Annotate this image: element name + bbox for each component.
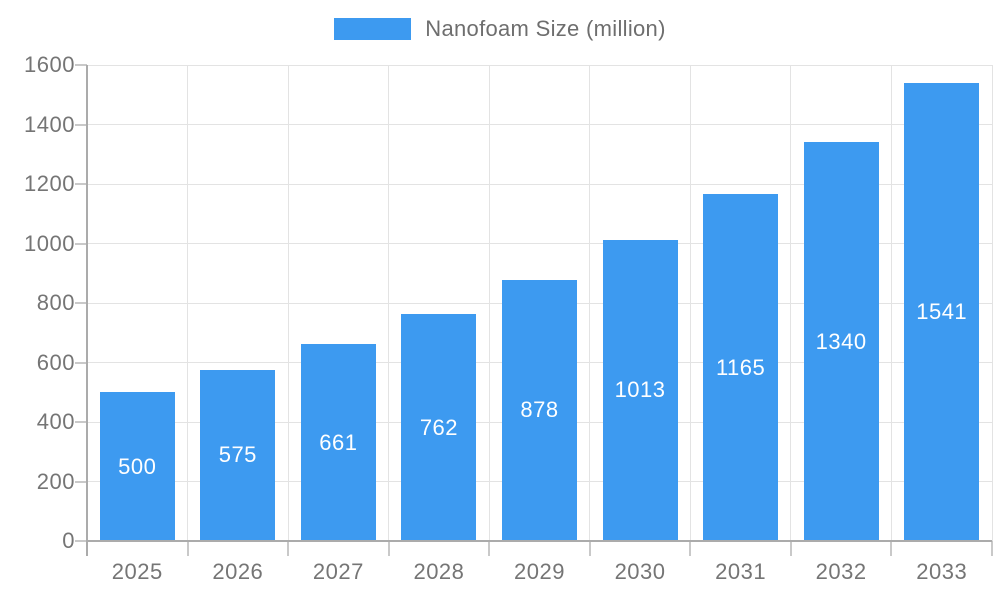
bar-value-label: 575 bbox=[218, 442, 257, 468]
bar-2027[interactable] bbox=[300, 344, 376, 541]
x-axis-label: 2028 bbox=[413, 559, 465, 584]
x-axis-tick bbox=[287, 541, 290, 556]
x-axis-label: 2029 bbox=[514, 559, 565, 584]
gridline-vertical bbox=[790, 65, 792, 541]
y-axis-label: 200 bbox=[36, 468, 75, 494]
bar-2033[interactable] bbox=[904, 82, 980, 541]
bar-value-label: 1165 bbox=[715, 354, 766, 380]
bar-2025[interactable] bbox=[99, 392, 175, 541]
bar-2028[interactable] bbox=[401, 314, 477, 541]
x-axis-tick bbox=[991, 541, 993, 556]
x-axis-label: 2026 bbox=[212, 559, 264, 584]
x-axis-tick bbox=[588, 541, 591, 556]
y-axis-tick bbox=[75, 421, 87, 423]
x-axis-tick bbox=[186, 541, 189, 556]
y-axis-label: 1600 bbox=[24, 52, 75, 77]
bar-value-label: 1013 bbox=[614, 377, 666, 403]
legend-label: Nanofoam Size (million) bbox=[425, 16, 666, 41]
bar-value-label: 500 bbox=[118, 453, 157, 479]
legend: Nanofoam Size (million) bbox=[0, 16, 1000, 42]
bar-value-label: 1340 bbox=[815, 328, 867, 354]
x-axis-label: 2032 bbox=[815, 559, 867, 584]
gridline-vertical bbox=[388, 65, 390, 541]
gridline-vertical bbox=[890, 65, 892, 541]
gridline-horizontal bbox=[87, 243, 992, 244]
bar-2032[interactable] bbox=[803, 142, 879, 541]
y-axis-label: 1400 bbox=[24, 111, 75, 137]
y-axis-tick bbox=[75, 480, 87, 483]
y-axis-tick bbox=[75, 123, 87, 126]
gridline-vertical bbox=[488, 65, 490, 541]
y-axis-label: 800 bbox=[36, 290, 75, 315]
y-axis-tick bbox=[75, 64, 87, 66]
gridline-horizontal bbox=[87, 64, 992, 66]
y-axis-label: 600 bbox=[36, 349, 75, 375]
x-axis-label: 2031 bbox=[715, 559, 767, 584]
legend-item[interactable]: Nanofoam Size (million) bbox=[334, 16, 665, 42]
bar-value-label: 1541 bbox=[916, 298, 968, 324]
y-axis-label: 400 bbox=[36, 409, 75, 434]
y-axis-tick bbox=[75, 361, 87, 364]
y-axis-tick bbox=[75, 242, 87, 245]
x-axis-tick bbox=[488, 541, 491, 556]
x-axis-tick bbox=[890, 541, 893, 556]
x-axis-tick bbox=[689, 541, 692, 556]
y-axis-label: 1000 bbox=[24, 230, 75, 256]
y-axis-tick bbox=[75, 540, 87, 542]
bar-2026[interactable] bbox=[200, 369, 276, 541]
gridline-vertical bbox=[187, 65, 189, 541]
legend-swatch-icon bbox=[334, 18, 412, 40]
gridline-vertical bbox=[991, 65, 993, 541]
x-axis-label: 2033 bbox=[916, 559, 968, 584]
y-axis-tick bbox=[75, 302, 87, 304]
bar-value-label: 878 bbox=[520, 397, 559, 423]
y-axis-line bbox=[86, 65, 88, 556]
gridline-vertical bbox=[689, 65, 691, 541]
bar-2029[interactable] bbox=[501, 279, 577, 541]
bar-2031[interactable] bbox=[703, 194, 779, 541]
x-axis-tick bbox=[789, 541, 792, 556]
y-axis-label: 0 bbox=[62, 528, 75, 553]
x-axis-label: 2027 bbox=[312, 559, 364, 584]
y-axis-tick bbox=[75, 183, 87, 185]
x-axis-label: 2025 bbox=[111, 559, 163, 584]
gridline-horizontal bbox=[87, 183, 992, 185]
x-axis-label: 2030 bbox=[614, 559, 666, 584]
gridline-vertical bbox=[589, 65, 591, 541]
gridline-horizontal bbox=[87, 124, 992, 125]
y-axis-label: 1200 bbox=[24, 171, 75, 196]
x-axis-tick bbox=[387, 541, 390, 556]
bar-value-label: 762 bbox=[419, 414, 459, 440]
bar-value-label: 661 bbox=[319, 429, 358, 455]
x-axis-line bbox=[87, 540, 992, 542]
bar-2030[interactable] bbox=[602, 239, 678, 541]
gridline-vertical bbox=[287, 65, 289, 541]
